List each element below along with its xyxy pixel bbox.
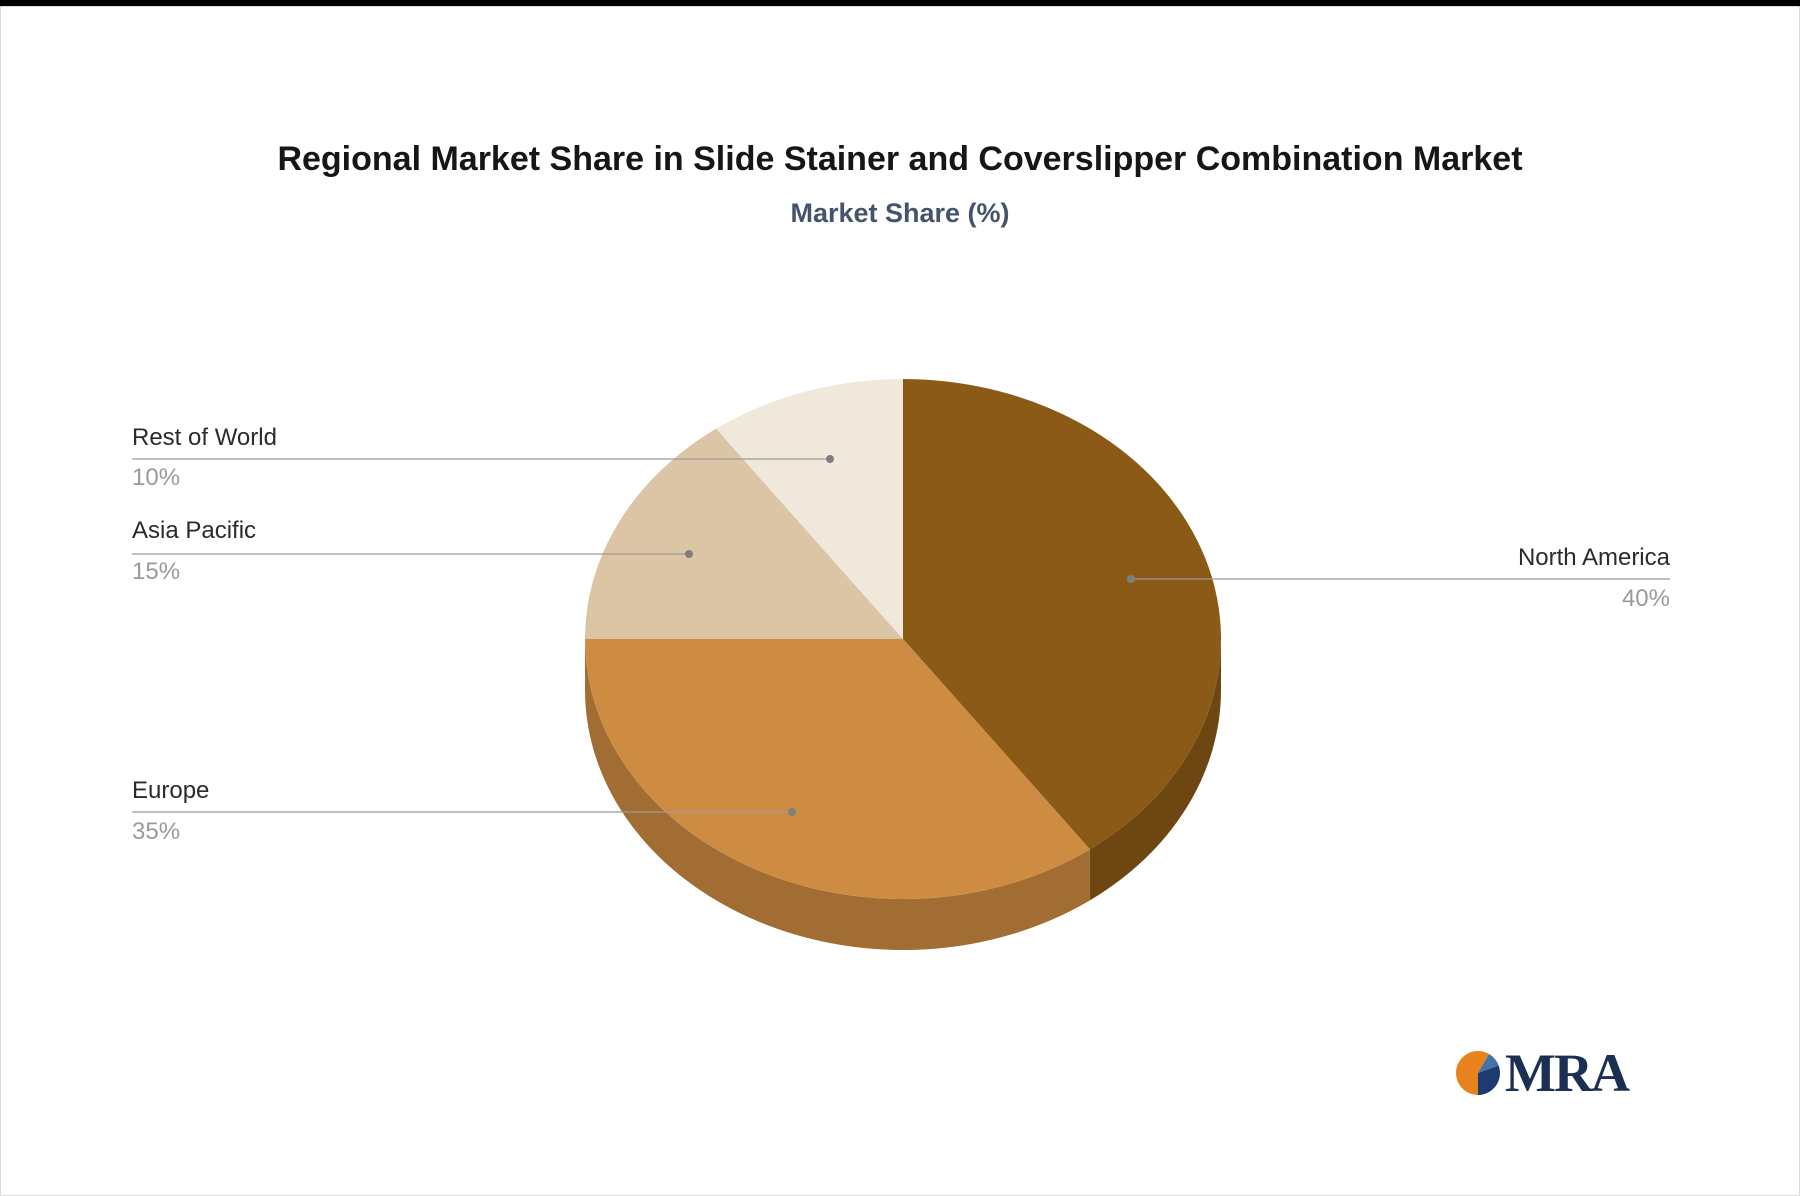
pie-slice-north-america[interactable]	[903, 379, 1221, 850]
logo-wedge-navy	[1478, 1065, 1501, 1095]
chart-subtitle: Market Share (%)	[790, 198, 1010, 228]
pie-3d-sides	[585, 639, 1221, 950]
pct-north-america: 40%	[1621, 585, 1670, 612]
leader-lines	[132, 455, 1670, 816]
label-asia-pacific: Asia Pacific	[132, 517, 257, 544]
pie-slice-europe[interactable]	[585, 639, 1090, 899]
leader-dot-north-america	[1127, 575, 1135, 583]
label-rest-of-world: Rest of World	[132, 424, 277, 451]
pie-side-europe	[585, 639, 1090, 950]
pct-rest-of-world: 10%	[132, 464, 181, 491]
logo-wedge-orange	[1456, 1051, 1490, 1095]
pie-side-north-america	[1089, 639, 1221, 901]
pct-asia-pacific: 15%	[132, 558, 181, 585]
leader-dot-europe	[788, 808, 796, 816]
pie-chart	[132, 379, 1670, 950]
pie-slices	[585, 379, 1221, 899]
mra-logo-text: MRA	[1505, 1043, 1630, 1103]
leader-dot-rest-of-world	[826, 455, 834, 463]
mra-logo: MRA	[1454, 1043, 1630, 1103]
pie-slice-rest-of-world[interactable]	[716, 379, 903, 639]
logo-wedge-blue	[1478, 1053, 1499, 1073]
pie-slice-asia-pacific[interactable]	[585, 428, 903, 639]
label-north-america: North America	[1517, 544, 1670, 571]
leader-dot-asia-pacific	[685, 550, 693, 558]
chart-title: Regional Market Share in Slide Stainer a…	[277, 140, 1523, 178]
label-europe: Europe	[132, 777, 210, 804]
pct-europe: 35%	[132, 818, 181, 845]
mra-logo-mark	[1456, 1051, 1501, 1095]
